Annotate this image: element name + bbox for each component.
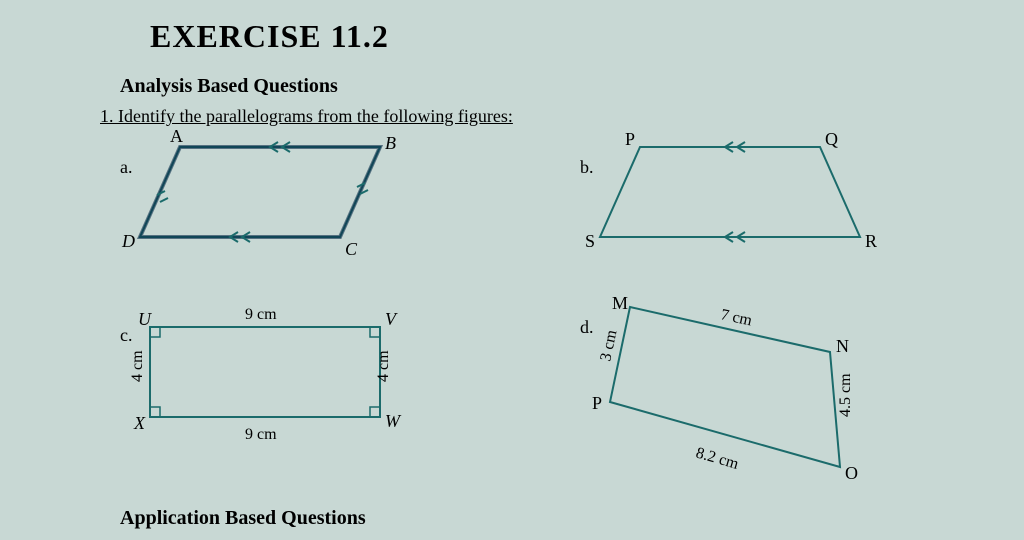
figure-row-1: a. A B C D b. [60,127,960,307]
vertex-D: D [121,231,135,251]
dim-NO: 4.5 cm [837,373,854,417]
vertex-X: X [133,413,146,433]
quadrilateral-d: M N O P 7 cm 3 cm 8.2 cm 4.5 cm [580,297,900,497]
figure-a: a. A B C D [120,127,420,272]
vertex-B: B [385,133,396,153]
figure-a-label: a. [120,157,133,178]
section-subtitle-2: Application Based Questions [120,507,1000,530]
figure-d-label: d. [580,317,594,338]
vertex-R: R [865,231,877,251]
vertex-V: V [385,309,398,329]
dim-top: 9 cm [245,306,277,323]
dim-right: 4 cm [375,350,392,382]
parallelogram-a: A B C D [120,127,420,267]
vertex-U: U [138,309,152,329]
vertex-A: A [170,126,183,146]
dim-MN: 7 cm [719,306,754,329]
vertex-N: N [836,336,849,356]
vertex-C: C [345,239,358,259]
vertex-M: M [612,293,628,313]
exercise-title: EXERCISE 11.2 [150,18,1000,55]
trapezoid-b: P Q R S [580,127,900,267]
vertex-W: W [385,411,402,431]
figure-row-2: c. U V W X 9 cm 9 cm 4 cm 4 cm d. M N [60,307,960,507]
figure-c: c. U V W X 9 cm 9 cm 4 cm 4 cm [120,307,420,462]
rectangle-c: U V W X 9 cm 9 cm 4 cm 4 cm [120,307,420,457]
figure-d: d. M N O P 7 cm 3 cm 8.2 cm 4.5 cm [580,297,900,502]
section-subtitle: Analysis Based Questions [120,75,1000,98]
question-number: 1. [100,106,114,126]
dim-bottom: 9 cm [245,426,277,443]
question-1: 1. Identify the parallelograms from the … [100,106,1000,127]
figure-b: b. P Q R S [580,127,900,272]
figure-c-label: c. [120,325,133,346]
vertex-P: P [625,129,635,149]
vertex-P: P [592,393,602,413]
vertex-Q: Q [825,129,838,149]
page: EXERCISE 11.2 Analysis Based Questions 1… [60,0,1000,540]
question-text: Identify the parallelograms from the fol… [118,106,513,126]
vertex-S: S [585,231,595,251]
vertex-O: O [845,463,858,483]
figure-b-label: b. [580,157,594,178]
dim-PO: 8.2 cm [694,445,741,473]
dim-left: 4 cm [129,350,146,382]
dim-MP: 3 cm [597,328,620,363]
